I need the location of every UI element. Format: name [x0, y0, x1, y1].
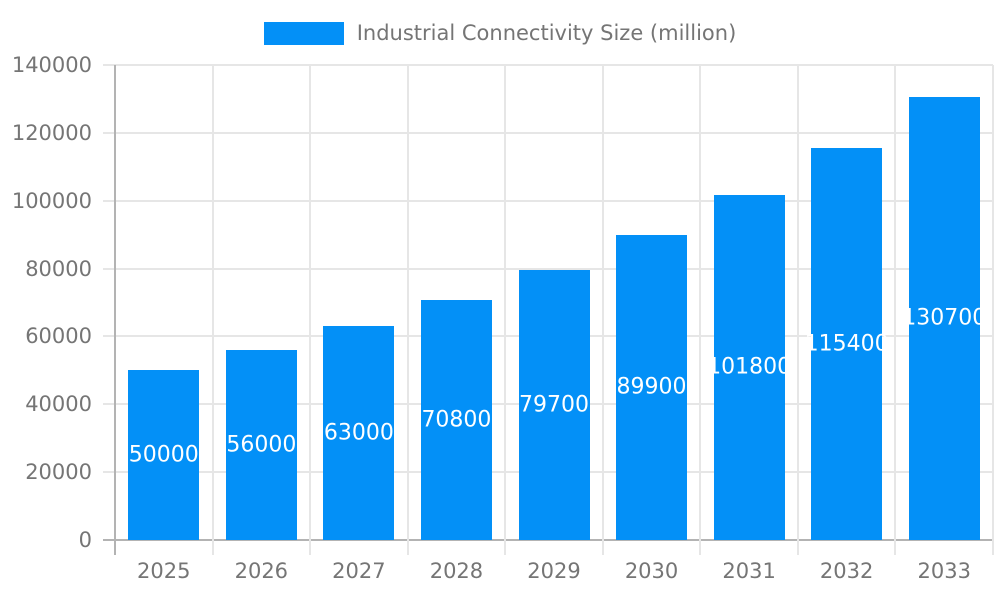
bar [323, 326, 395, 540]
x-axis-tick-label: 2029 [527, 559, 581, 583]
x-axis-tick-label: 2025 [137, 559, 191, 583]
x-axis-tick-label: 2032 [819, 559, 874, 583]
gridline [406, 65, 409, 555]
x-axis-tick-label: 2026 [234, 559, 289, 583]
bar [811, 148, 883, 540]
x-axis-tick-label: 2031 [722, 559, 776, 583]
plot-area: 50000 56000 63000 70800 79700 89900 101800 1154… [103, 64, 994, 555]
y-axis-tick-label: 0 [78, 528, 92, 552]
gridline [103, 131, 993, 134]
bar-value-label: 89900 [616, 374, 687, 400]
gridline [103, 64, 993, 66]
gridline [796, 65, 799, 555]
gridline [992, 65, 994, 555]
y-axis-tick-label: 20000 [25, 460, 92, 485]
x-axis-tick-label: 2033 [917, 559, 971, 583]
bar-value-label: 70800 [421, 407, 492, 433]
bar [908, 96, 980, 540]
bar-value-label: 79700 [519, 392, 589, 418]
gridline [103, 267, 993, 270]
y-axis-line [114, 65, 116, 555]
bar-value-label: 50000 [128, 442, 199, 468]
bar [616, 234, 688, 540]
x-axis-tick-label: 2030 [624, 559, 679, 583]
y-axis-tick-label: 120000 [11, 120, 92, 145]
bar [420, 299, 492, 540]
bar-value-label: 130700 [902, 305, 987, 331]
x-axis-baseline [103, 539, 993, 541]
bar [713, 194, 785, 540]
bar [518, 269, 590, 540]
legend-label: Industrial Connectivity Size (million) [356, 21, 737, 45]
gridline [309, 65, 312, 555]
gridline [699, 65, 702, 555]
gridline [211, 65, 214, 555]
bar [128, 370, 200, 540]
y-axis-tick-label: 60000 [25, 324, 92, 349]
legend-swatch-icon [263, 21, 344, 45]
bar-value-label: 101800 [707, 354, 792, 380]
x-axis-tick-label: 2027 [332, 559, 386, 583]
bar-value-label: 56000 [226, 432, 297, 458]
gridline [894, 65, 897, 555]
bar-value-label: 115400 [804, 331, 889, 357]
bar [225, 350, 297, 540]
gridline [504, 65, 507, 555]
gridline [601, 65, 604, 555]
bar-value-label: 63000 [323, 420, 394, 446]
y-axis-tick-label: 140000 [11, 53, 92, 77]
chart-legend: Industrial Connectivity Size (million) [0, 21, 1000, 45]
y-axis-tick-label: 100000 [11, 188, 92, 213]
gridline [103, 199, 993, 202]
y-axis-tick-label: 40000 [25, 392, 92, 417]
y-axis-tick-label: 80000 [25, 256, 92, 281]
x-axis-tick-label: 2028 [429, 559, 484, 583]
